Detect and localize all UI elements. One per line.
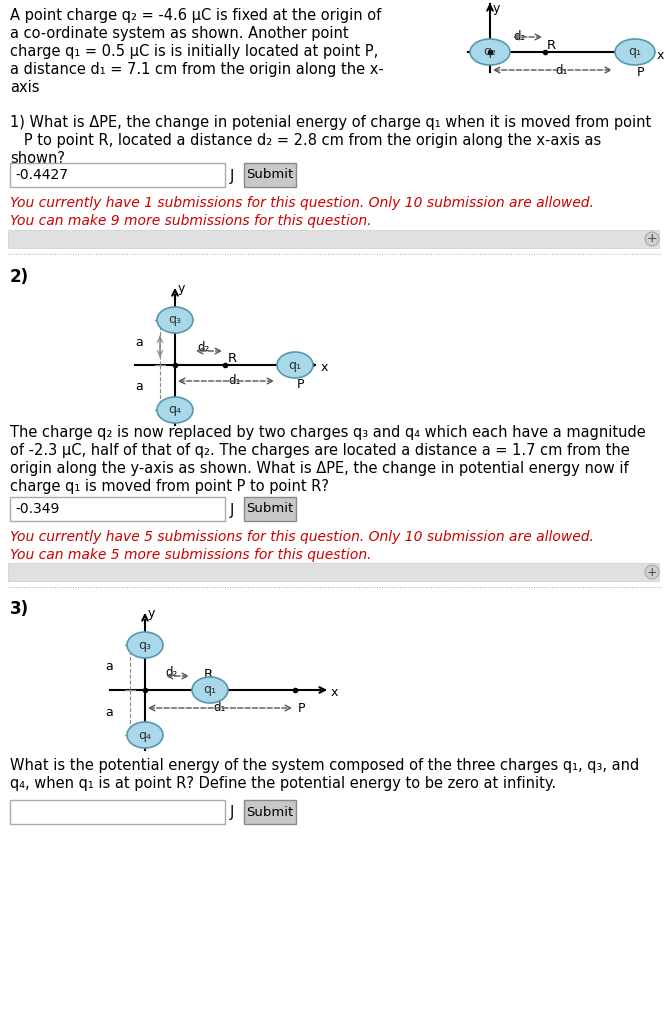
Text: a: a <box>105 660 113 674</box>
Text: a co-ordinate system as shown. Another point: a co-ordinate system as shown. Another p… <box>10 26 349 41</box>
Bar <box>244 800 296 824</box>
Text: q₄: q₄ <box>138 728 151 741</box>
Text: Submit: Submit <box>246 169 294 181</box>
Text: J: J <box>230 503 234 517</box>
Bar <box>8 230 659 248</box>
Text: d₂: d₂ <box>166 666 178 679</box>
Ellipse shape <box>645 232 659 246</box>
Text: What is the potential energy of the system composed of the three charges q₁, q₃,: What is the potential energy of the syst… <box>10 758 640 773</box>
Bar <box>10 800 225 824</box>
Text: You can make 9 more submissions for this question.: You can make 9 more submissions for this… <box>10 214 371 228</box>
Text: a: a <box>135 381 143 393</box>
Text: J: J <box>230 169 234 183</box>
Text: R: R <box>228 352 237 365</box>
Text: You can make 5 more submissions for this question.: You can make 5 more submissions for this… <box>10 548 371 562</box>
Ellipse shape <box>615 39 655 65</box>
Bar <box>10 163 225 187</box>
Text: -0.4427: -0.4427 <box>15 168 68 182</box>
Text: A point charge q₂ = -4.6 μC is fixed at the origin of: A point charge q₂ = -4.6 μC is fixed at … <box>10 8 381 23</box>
Text: charge q₁ = 0.5 μC is is initially located at point P,: charge q₁ = 0.5 μC is is initially locat… <box>10 44 378 59</box>
Text: P: P <box>297 378 304 391</box>
Text: a distance d₁ = 7.1 cm from the origin along the x-: a distance d₁ = 7.1 cm from the origin a… <box>10 62 384 77</box>
Text: axis: axis <box>10 80 39 95</box>
Text: Submit: Submit <box>246 806 294 818</box>
Bar <box>10 497 225 521</box>
Text: You currently have 1 submissions for this question. Only 10 submission are allow: You currently have 1 submissions for thi… <box>10 196 594 210</box>
Ellipse shape <box>470 39 510 65</box>
Text: You currently have 5 submissions for this question. Only 10 submission are allow: You currently have 5 submissions for thi… <box>10 530 594 544</box>
Ellipse shape <box>127 632 163 658</box>
Text: -0.349: -0.349 <box>15 502 60 516</box>
Bar <box>8 563 659 581</box>
Text: x: x <box>321 361 328 374</box>
Text: P: P <box>298 702 306 715</box>
Ellipse shape <box>157 307 193 333</box>
Bar <box>244 163 296 187</box>
Text: R: R <box>203 668 213 681</box>
Text: d₁: d₁ <box>214 701 226 714</box>
Text: J: J <box>230 806 234 820</box>
Text: q₃: q₃ <box>169 313 181 327</box>
Text: q₄: q₄ <box>169 403 181 417</box>
Text: P: P <box>637 66 644 79</box>
Text: charge q₁ is moved from point P to point R?: charge q₁ is moved from point P to point… <box>10 479 329 494</box>
Text: +: + <box>647 565 658 579</box>
Text: y: y <box>178 282 185 295</box>
Text: q₁: q₁ <box>628 45 642 58</box>
Text: P to point R, located a distance d₂ = 2.8 cm from the origin along the x-axis as: P to point R, located a distance d₂ = 2.… <box>10 133 601 148</box>
Text: y: y <box>148 607 155 620</box>
Text: d₂: d₂ <box>197 341 209 354</box>
Text: of -2.3 μC, half of that of q₂. The charges are located a distance a = 1.7 cm fr: of -2.3 μC, half of that of q₂. The char… <box>10 443 630 458</box>
Bar <box>244 497 296 521</box>
Text: a: a <box>135 336 143 348</box>
Text: x: x <box>657 49 664 62</box>
Text: 1) What is ΔPE, the change in potenial energy of charge q₁ when it is moved from: 1) What is ΔPE, the change in potenial e… <box>10 115 651 130</box>
Text: y: y <box>493 2 500 15</box>
Text: q₂: q₂ <box>484 45 496 58</box>
Ellipse shape <box>277 352 313 378</box>
Text: The charge q₂ is now replaced by two charges q₃ and q₄ which each have a magnitu: The charge q₂ is now replaced by two cha… <box>10 425 646 440</box>
Text: shown?: shown? <box>10 151 65 166</box>
Text: q₃: q₃ <box>138 639 151 651</box>
Text: 3): 3) <box>10 600 29 618</box>
Text: q₁: q₁ <box>203 683 217 696</box>
Text: origin along the y-axis as shown. What is ΔPE, the change in potential energy no: origin along the y-axis as shown. What i… <box>10 461 629 476</box>
Text: d₂: d₂ <box>513 30 525 43</box>
Text: Submit: Submit <box>246 503 294 515</box>
Text: d₁: d₁ <box>229 374 242 387</box>
Ellipse shape <box>192 677 228 703</box>
Text: R: R <box>547 39 556 52</box>
Text: q₄, when q₁ is at point R? Define the potential energy to be zero at infinity.: q₄, when q₁ is at point R? Define the po… <box>10 776 556 791</box>
Text: 2): 2) <box>10 268 29 286</box>
Text: d₁: d₁ <box>556 63 568 77</box>
Ellipse shape <box>127 722 163 748</box>
Text: +: + <box>647 232 658 246</box>
Ellipse shape <box>645 565 659 579</box>
Ellipse shape <box>157 397 193 423</box>
Text: q₁: q₁ <box>288 358 302 372</box>
Text: a: a <box>105 706 113 719</box>
Text: x: x <box>331 686 339 699</box>
